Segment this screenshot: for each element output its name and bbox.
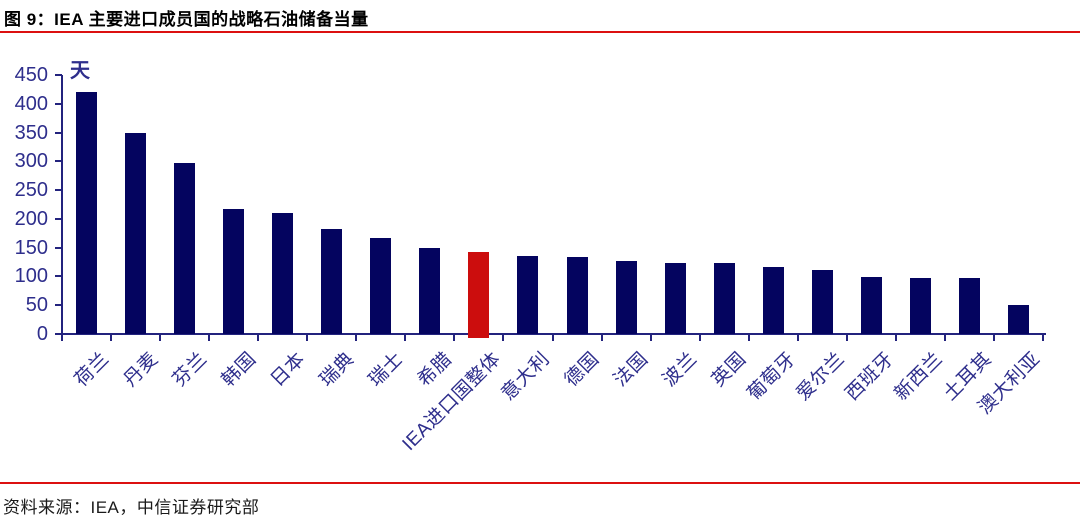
- x-tick-mark: [600, 333, 603, 341]
- x-category-label: 爱尔兰: [792, 348, 849, 405]
- x-category-label: 波兰: [659, 348, 702, 391]
- x-tick-mark: [1042, 333, 1044, 341]
- y-tick-label: 50: [25, 294, 48, 317]
- x-tick-mark: [404, 333, 407, 341]
- y-tick-mark: [55, 189, 62, 192]
- x-category-label: 意大利: [498, 348, 555, 405]
- x-tick-mark: [747, 333, 750, 341]
- x-tick-mark: [453, 333, 456, 341]
- x-tick-mark: [698, 333, 701, 341]
- x-tick-mark: [355, 333, 358, 341]
- y-tick-mark: [55, 217, 62, 220]
- chart-bar: [223, 208, 245, 334]
- y-tick-mark: [55, 160, 62, 163]
- chart-bar: [370, 238, 392, 334]
- x-tick-mark: [796, 333, 799, 341]
- x-category-label: 荷兰: [70, 348, 113, 391]
- x-category-label: 丹麦: [119, 348, 162, 391]
- y-axis-unit-label: 天: [70, 60, 90, 82]
- y-tick-label: 200: [14, 207, 48, 230]
- y-tick-mark: [55, 102, 62, 105]
- title-underline: [0, 31, 1080, 33]
- x-category-label: 瑞典: [315, 348, 359, 391]
- chart-bar: [566, 256, 588, 334]
- chart-bar: [713, 263, 735, 334]
- chart-bar: [958, 277, 980, 334]
- x-category-label: 瑞士: [364, 348, 408, 391]
- chart-bar: [125, 132, 147, 334]
- x-category-label: 日本: [266, 348, 310, 391]
- x-category-label: 葡萄牙: [743, 348, 800, 405]
- x-category-label: 法国: [610, 348, 653, 391]
- x-category-label: 韩国: [217, 348, 261, 391]
- x-tick-mark: [649, 333, 652, 341]
- footer-divider-line: [0, 482, 1080, 484]
- x-axis-line: [61, 333, 1046, 335]
- y-tick-mark: [55, 131, 62, 134]
- y-tick-label: 400: [14, 92, 48, 115]
- chart-bar: [909, 277, 931, 334]
- x-tick-mark: [845, 333, 848, 341]
- x-tick-mark: [502, 333, 505, 341]
- y-tick-label: 100: [14, 265, 48, 288]
- chart-bar: [811, 270, 833, 334]
- bar-chart: 天 0 50 100 150 200 250 300 350 400 450 荷兰 丹麦 芬兰 韩国 日本瑞…: [0, 40, 1080, 480]
- y-tick-mark: [55, 304, 62, 307]
- x-tick-mark: [992, 333, 995, 341]
- y-axis-line: [61, 75, 63, 336]
- chart-bar: [419, 248, 441, 334]
- x-tick-mark: [61, 333, 63, 341]
- y-tick-mark: [55, 333, 62, 335]
- chart-bar: [860, 277, 882, 334]
- chart-bar: [664, 262, 686, 334]
- chart-bar: [272, 213, 294, 334]
- y-tick-label: 450: [14, 64, 48, 86]
- chart-bar: [517, 256, 539, 334]
- chart-bar: [174, 163, 196, 334]
- x-category-label: 芬兰: [168, 348, 212, 391]
- x-tick-mark: [551, 333, 554, 341]
- x-tick-mark: [208, 333, 211, 341]
- chart-bar: [76, 92, 98, 334]
- y-tick-label: 0: [36, 323, 48, 345]
- y-tick-label: 350: [14, 121, 48, 144]
- y-tick-label: 300: [14, 150, 48, 173]
- y-tick-mark: [55, 74, 62, 76]
- x-tick-mark: [257, 333, 260, 341]
- y-tick-mark: [55, 275, 62, 278]
- chart-bar: [321, 229, 343, 334]
- x-tick-mark: [110, 333, 113, 341]
- chart-bar: [762, 266, 784, 334]
- x-tick-mark: [159, 333, 162, 341]
- chart-bar-highlighted: [468, 251, 490, 338]
- x-category-label: 新西兰: [890, 348, 947, 405]
- chart-bar: [1007, 305, 1029, 334]
- x-tick-mark: [943, 333, 946, 341]
- chart-bar: [615, 261, 637, 334]
- x-category-label: 德国: [560, 348, 604, 391]
- source-note: 资料来源：IEA，中信证券研究部: [3, 498, 260, 517]
- x-tick-mark: [894, 333, 897, 341]
- y-tick-label: 150: [14, 236, 48, 259]
- x-category-label: 西班牙: [841, 348, 898, 405]
- y-tick-mark: [55, 246, 62, 249]
- figure-title: 图 9：IEA 主要进口成员国的战略石油储备当量: [4, 10, 369, 29]
- x-tick-mark: [306, 333, 309, 341]
- y-tick-label: 250: [14, 179, 48, 202]
